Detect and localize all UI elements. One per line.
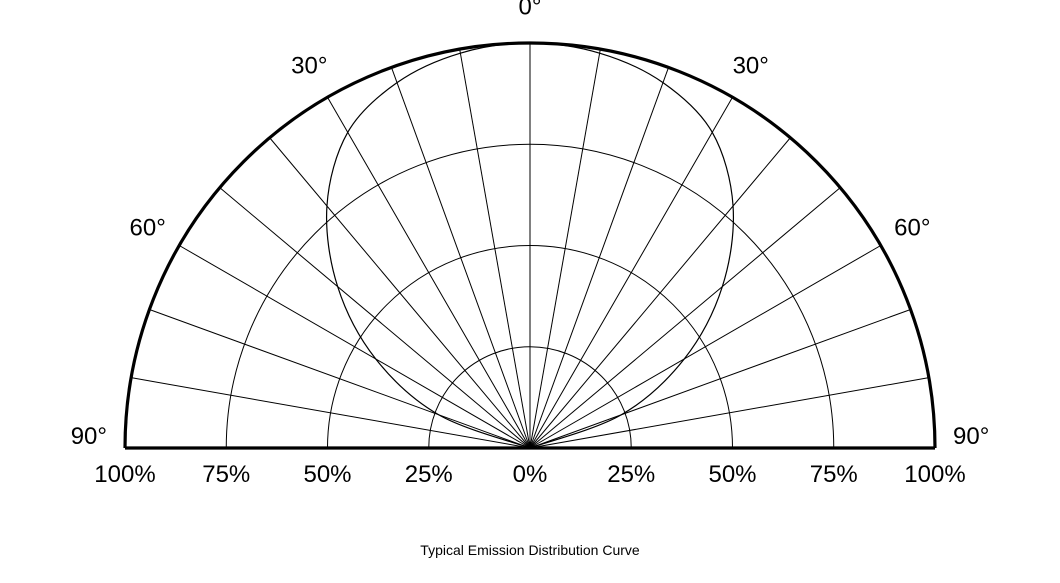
angle-label: 30° <box>291 53 327 80</box>
radial-label: 25% <box>607 461 655 488</box>
radial-label: 100% <box>904 461 965 488</box>
grid-spoke <box>149 309 530 448</box>
emission-polar-chart: 90° 60° 30° 0° 30° 60° 90° 100% 75% 50% 25% 0% 25% 50… <box>0 0 1060 583</box>
angle-label: 30° <box>733 53 769 80</box>
angle-label: 60° <box>130 214 166 241</box>
radial-label: 25% <box>405 461 453 488</box>
radial-label: 50% <box>708 461 756 488</box>
grid-spoke <box>530 309 911 448</box>
grid-spoke <box>179 246 530 449</box>
angle-label: 60° <box>894 214 930 241</box>
grid-spoke <box>530 67 669 448</box>
radial-label: 50% <box>303 461 351 488</box>
grid-spoke <box>530 378 929 448</box>
grid-spoke <box>460 49 530 448</box>
radial-label: 100% <box>94 461 155 488</box>
grid-spoke <box>131 378 530 448</box>
angle-label: 0° <box>519 0 542 21</box>
grid-spoke <box>270 138 530 448</box>
radial-label: 75% <box>810 461 858 488</box>
grid-spoke <box>391 67 530 448</box>
grid-spoke <box>530 188 840 448</box>
angle-label: 90° <box>71 423 107 450</box>
grid-spoke <box>530 246 881 449</box>
angle-label: 90° <box>953 423 989 450</box>
radial-label: 0% <box>513 461 548 488</box>
radial-label: 75% <box>202 461 250 488</box>
grid-spoke <box>530 138 790 448</box>
chart-caption: Typical Emission Distribution Curve <box>420 542 640 558</box>
grid-spoke <box>530 97 733 448</box>
grid-spoke <box>220 188 530 448</box>
grid-spoke <box>530 49 600 448</box>
grid-spoke <box>328 97 531 448</box>
